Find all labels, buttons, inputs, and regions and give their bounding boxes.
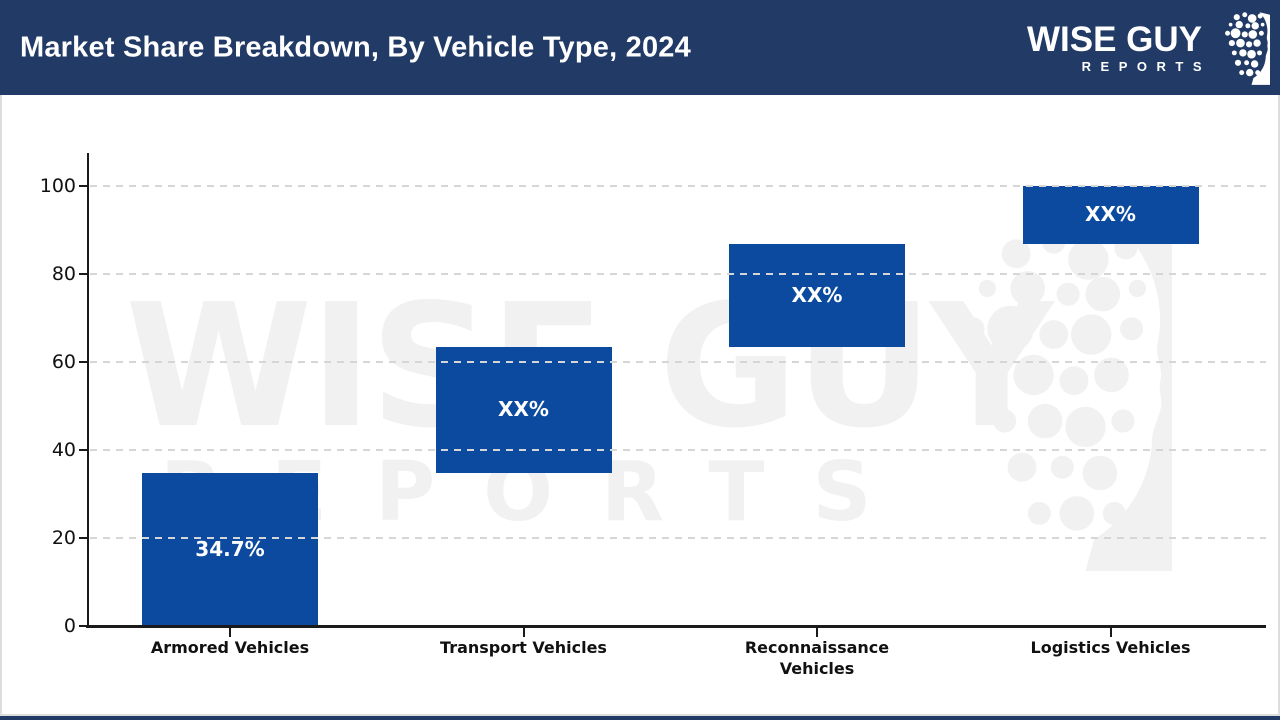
bar-value-label-3: XX% xyxy=(791,282,843,307)
watermark-face-icon xyxy=(961,230,1172,572)
brand-tagline: REPORTS xyxy=(1081,58,1211,74)
y-tick-label-80: 80 xyxy=(51,263,76,285)
y-tick-label-40: 40 xyxy=(51,439,76,461)
y-tick-label-0: 0 xyxy=(63,615,76,637)
y-tick-label-60: 60 xyxy=(51,351,76,373)
brand-name: WISE GUY xyxy=(1026,20,1202,60)
header-bar: Market Share Breakdown, By Vehicle Type,… xyxy=(0,0,1280,95)
gridline-20 xyxy=(90,537,1266,539)
y-tick-label-20: 20 xyxy=(51,527,76,549)
page-border-left xyxy=(0,95,2,716)
brand-logo: WISE GUY REPORTS xyxy=(1027,6,1270,90)
bar-3 xyxy=(729,244,905,348)
y-tick-mark-20 xyxy=(79,537,88,539)
bar-value-label-1: 34.7% xyxy=(195,536,265,561)
x-category-label-3: Reconnaissance Vehicles xyxy=(744,638,890,678)
y-tick-mark-0 xyxy=(79,625,88,627)
y-tick-mark-60 xyxy=(79,361,88,363)
y-tick-mark-80 xyxy=(79,273,88,275)
x-category-label-4: Logistics Vehicles xyxy=(1030,638,1191,657)
x-tick-mark-2 xyxy=(522,628,525,637)
y-tick-mark-40 xyxy=(79,449,88,451)
x-tick-mark-3 xyxy=(816,628,818,637)
gridline-60 xyxy=(90,361,1266,363)
bar-value-label-4: XX% xyxy=(1085,202,1136,227)
brand-face-icon xyxy=(1225,12,1270,85)
x-axis-line xyxy=(86,625,1266,628)
bar-1 xyxy=(142,473,318,626)
bar-value-label-2: XX% xyxy=(498,397,549,422)
x-tick-mark-4 xyxy=(1109,628,1112,637)
gridline-100 xyxy=(90,185,1266,187)
gridline-40 xyxy=(90,449,1266,451)
y-tick-label-100: 100 xyxy=(39,175,76,197)
gridline-80 xyxy=(90,273,1266,275)
footer-accent-bar xyxy=(0,716,1280,720)
x-category-label-2: Transport Vehicles xyxy=(440,638,607,657)
page-border-bottom xyxy=(0,714,1280,716)
y-axis-line xyxy=(87,153,89,628)
page-title: Market Share Breakdown, By Vehicle Type,… xyxy=(20,31,691,63)
x-category-label-1: Armored Vehicles xyxy=(150,638,310,657)
brand-logo-text: WISE GUY REPORTS xyxy=(1026,20,1202,74)
x-tick-mark-1 xyxy=(229,628,231,637)
page-border-right xyxy=(1278,95,1280,716)
bar-4 xyxy=(1022,186,1199,245)
bar-2 xyxy=(435,347,612,474)
y-tick-mark-100 xyxy=(79,185,88,187)
